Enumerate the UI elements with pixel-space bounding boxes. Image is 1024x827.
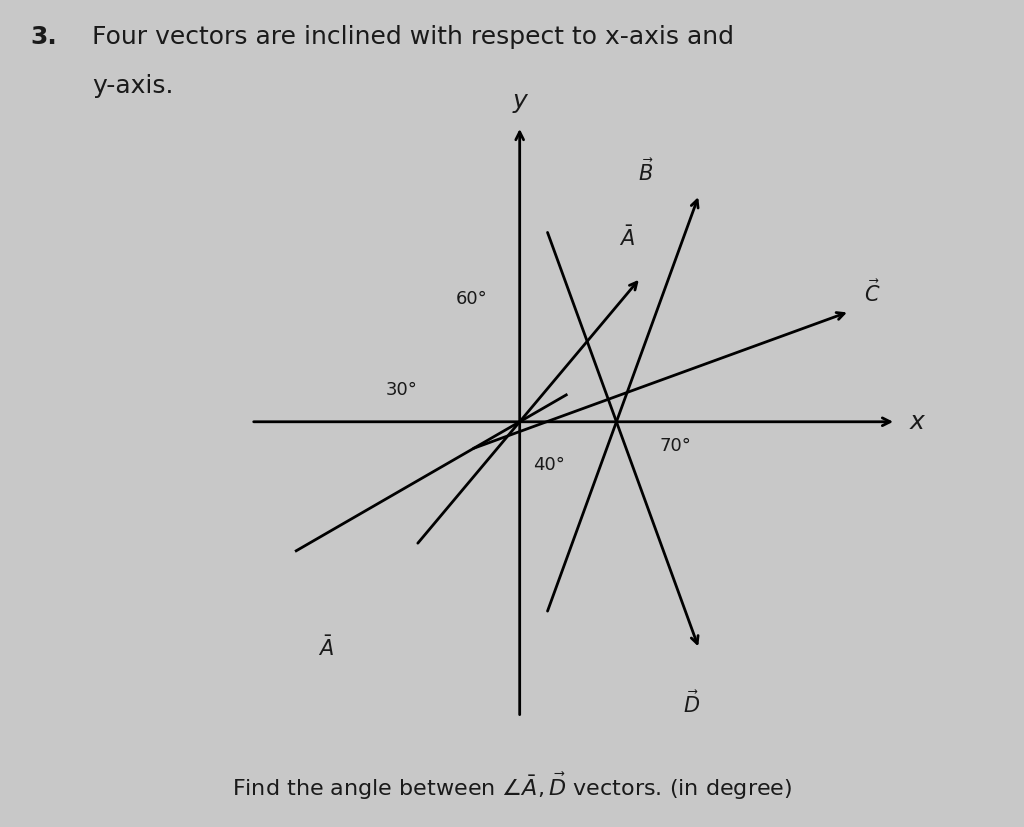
Text: 60°: 60° bbox=[456, 289, 487, 308]
Text: $\vec{D}$: $\vec{D}$ bbox=[683, 691, 700, 717]
Text: 30°: 30° bbox=[385, 381, 418, 399]
Text: Find the angle between $\angle\bar{A},\vec{D}$ vectors. (in degree): Find the angle between $\angle\bar{A},\v… bbox=[231, 771, 793, 802]
Text: $\vec{B}$: $\vec{B}$ bbox=[638, 159, 654, 185]
Text: $\bar{A}$: $\bar{A}$ bbox=[318, 635, 334, 660]
Text: y: y bbox=[512, 88, 527, 112]
Text: 70°: 70° bbox=[659, 437, 691, 456]
Text: $\bar{A}$: $\bar{A}$ bbox=[620, 226, 635, 250]
Text: 40°: 40° bbox=[534, 457, 565, 474]
Text: $\vec{C}$: $\vec{C}$ bbox=[863, 280, 881, 306]
Text: 3.: 3. bbox=[31, 25, 57, 49]
Text: x: x bbox=[909, 409, 924, 434]
Text: y-axis.: y-axis. bbox=[92, 74, 174, 98]
Text: Four vectors are inclined with respect to x-axis and: Four vectors are inclined with respect t… bbox=[92, 25, 734, 49]
